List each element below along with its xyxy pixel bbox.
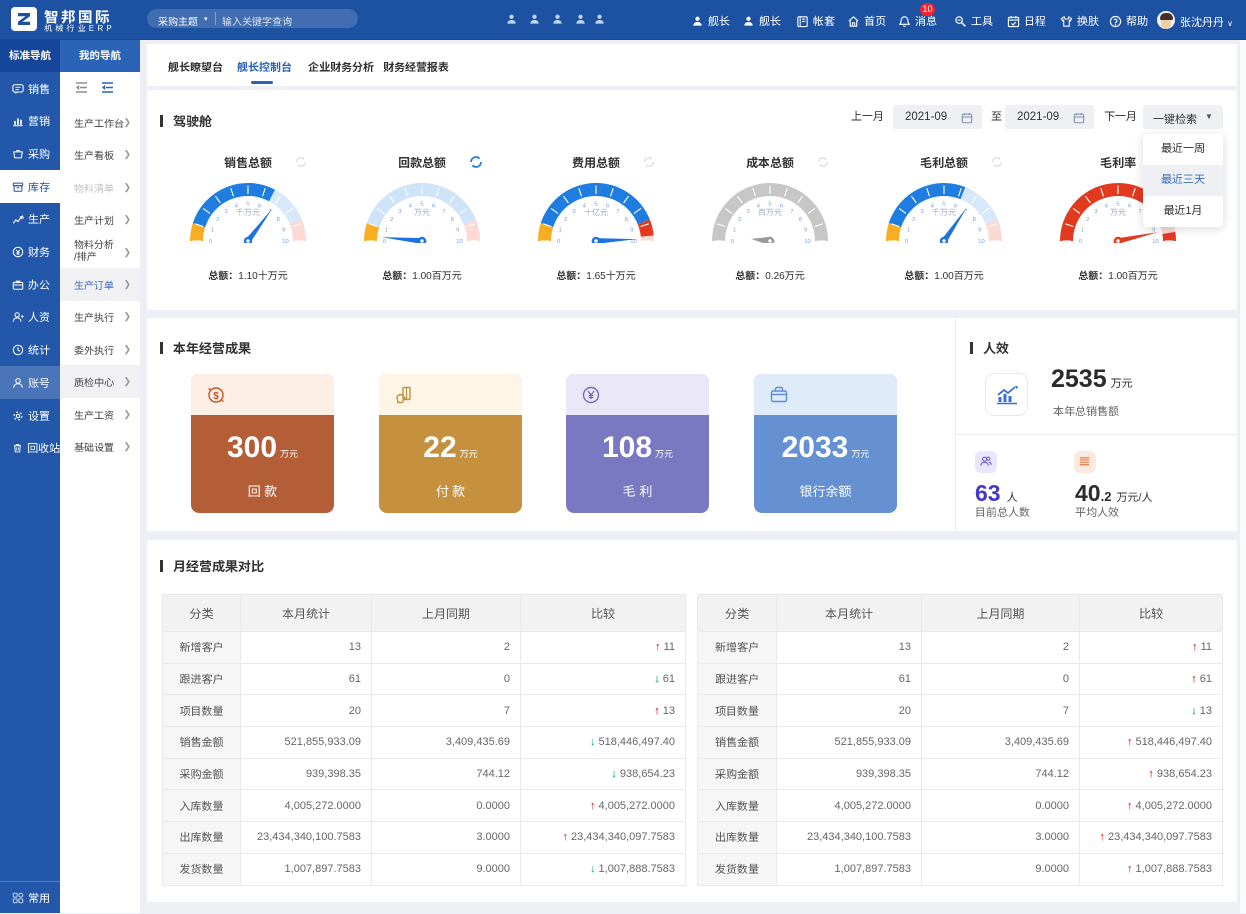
svg-text:10: 10 [1152, 239, 1158, 243]
svg-text:10: 10 [282, 239, 288, 243]
svg-text:6: 6 [432, 204, 435, 210]
svg-text:9: 9 [978, 228, 981, 234]
svg-text:10: 10 [456, 239, 462, 243]
svg-text:9: 9 [804, 228, 807, 234]
svg-text:0: 0 [1079, 239, 1082, 243]
svg-text:1: 1 [385, 228, 388, 234]
svg-text:万元: 万元 [1109, 208, 1126, 217]
svg-text:9: 9 [1152, 228, 1155, 234]
svg-text:2: 2 [1086, 217, 1089, 223]
svg-text:1: 1 [907, 228, 910, 234]
svg-text:$: $ [213, 391, 219, 402]
svg-text:6: 6 [954, 204, 957, 210]
svg-text:4: 4 [757, 204, 761, 210]
svg-text:4: 4 [583, 204, 587, 210]
svg-text:7: 7 [1138, 209, 1141, 215]
svg-text:9: 9 [282, 228, 285, 234]
svg-text:7: 7 [616, 209, 619, 215]
svg-text:8: 8 [451, 217, 454, 223]
svg-text:6: 6 [780, 204, 783, 210]
svg-text:5: 5 [420, 202, 423, 208]
svg-text:7: 7 [964, 209, 967, 215]
svg-text:8: 8 [799, 217, 802, 223]
svg-text:1: 1 [559, 228, 562, 234]
svg-text:3: 3 [224, 209, 227, 215]
svg-text:6: 6 [258, 204, 261, 210]
svg-text:9: 9 [456, 228, 459, 234]
svg-text:0: 0 [383, 239, 386, 243]
svg-text:9: 9 [630, 228, 633, 234]
svg-text:4: 4 [409, 204, 413, 210]
svg-text:1: 1 [733, 228, 736, 234]
svg-text:4: 4 [235, 204, 239, 210]
svg-text:2: 2 [738, 217, 741, 223]
svg-text:万元: 万元 [413, 208, 430, 217]
svg-text:2: 2 [216, 217, 219, 223]
svg-text:7: 7 [790, 209, 793, 215]
svg-text:1: 1 [1081, 228, 1084, 234]
svg-text:7: 7 [442, 209, 445, 215]
svg-text:5: 5 [942, 202, 945, 208]
svg-text:3: 3 [746, 209, 749, 215]
svg-text:3: 3 [920, 209, 923, 215]
svg-text:0: 0 [557, 239, 560, 243]
svg-text:3: 3 [398, 209, 401, 215]
svg-text:0: 0 [209, 239, 212, 243]
svg-text:6: 6 [606, 204, 609, 210]
svg-text:2: 2 [390, 217, 393, 223]
svg-text:5: 5 [594, 202, 597, 208]
svg-text:千万元: 千万元 [932, 208, 956, 217]
svg-text:10: 10 [630, 239, 636, 243]
svg-text:8: 8 [277, 217, 280, 223]
svg-text:1: 1 [211, 228, 214, 234]
svg-text:5: 5 [246, 202, 249, 208]
svg-text:8: 8 [625, 217, 628, 223]
svg-text:0: 0 [731, 239, 734, 243]
svg-text:百万元: 百万元 [758, 208, 782, 217]
svg-text:4: 4 [931, 204, 935, 210]
svg-text:5: 5 [1116, 202, 1119, 208]
svg-text:5: 5 [768, 202, 771, 208]
svg-text:0: 0 [905, 239, 908, 243]
svg-text:3: 3 [1094, 209, 1097, 215]
svg-text:4: 4 [1105, 204, 1109, 210]
svg-text:十亿元: 十亿元 [584, 208, 608, 217]
svg-text:6: 6 [1128, 204, 1131, 210]
svg-text:3: 3 [572, 209, 575, 215]
svg-text:2: 2 [564, 217, 567, 223]
svg-text:千万元: 千万元 [236, 208, 260, 217]
svg-text:8: 8 [973, 217, 976, 223]
svg-text:2: 2 [912, 217, 915, 223]
svg-text:10: 10 [804, 239, 810, 243]
svg-text:10: 10 [978, 239, 984, 243]
